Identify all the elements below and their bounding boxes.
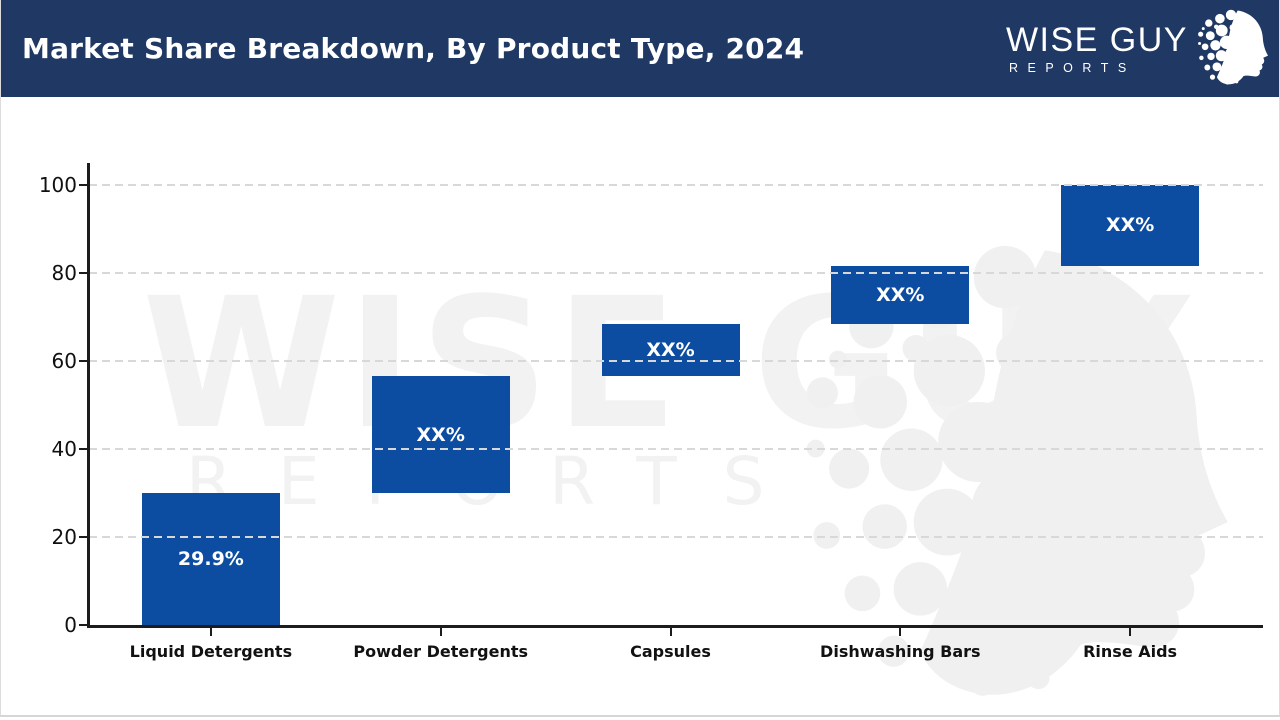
y-axis-line <box>87 163 90 627</box>
bar-powder-detergents <box>371 375 510 494</box>
y-tick-40 <box>79 448 88 450</box>
bar-liquid-detergents <box>141 493 280 625</box>
y-tick-label-0: 0 <box>64 613 77 637</box>
y-tick-60 <box>79 360 88 362</box>
header-bar: Market Share Breakdown, By Product Type,… <box>0 0 1280 97</box>
chart-area: WISE GUY REPORTS 02040608010029.9%Liquid… <box>0 97 1280 720</box>
x-axis-label-powder-detergents: Powder Detergents <box>353 642 529 661</box>
x-tick-capsules <box>669 627 672 636</box>
brand-logo: WISE GUY REPORTS <box>1006 0 1268 97</box>
gridline-80 <box>89 272 1263 274</box>
brand-head-icon <box>1198 9 1268 85</box>
x-axis-line <box>87 625 1263 628</box>
x-axis-label-liquid-detergents: Liquid Detergents <box>129 642 293 661</box>
bar-value-label-dishwashing-bars: XX% <box>876 284 925 306</box>
bar-value-label-liquid-detergents: 29.9% <box>177 548 244 571</box>
y-tick-100 <box>79 184 88 186</box>
bar-value-label-powder-detergents: XX% <box>416 423 465 446</box>
brand-logo-tagline: REPORTS <box>1008 60 1136 75</box>
y-tick-label-20: 20 <box>51 525 77 549</box>
y-tick-0 <box>79 624 88 626</box>
brand-logo-name: WISE GUY <box>1005 20 1188 59</box>
page-title: Market Share Breakdown, By Product Type,… <box>22 32 805 65</box>
gridline-60 <box>89 360 1263 362</box>
bar-rinse-aids <box>1061 185 1200 266</box>
y-tick-80 <box>79 272 88 274</box>
brand-logo-text: WISE GUY REPORTS <box>1006 23 1188 75</box>
bar-capsules <box>601 324 740 376</box>
x-tick-dishwashing-bars <box>899 627 902 636</box>
x-tick-liquid-detergents <box>209 627 212 636</box>
gridline-20 <box>89 536 1263 538</box>
y-tick-20 <box>79 536 88 538</box>
x-axis-label-capsules: Capsules <box>630 642 711 661</box>
bar-dishwashing-bars <box>831 265 970 325</box>
chart-plot: 0 20 40 60 80 100 29.9% Liquid Detergents XX% Pow… <box>0 97 1280 720</box>
x-tick-rinse-aids <box>1129 627 1132 636</box>
y-tick-label-100: 100 <box>38 173 77 197</box>
gridline-100 <box>89 184 1263 186</box>
bar-value-label-rinse-aids: XX% <box>1105 214 1155 237</box>
y-tick-label-40: 40 <box>51 437 77 461</box>
y-tick-label-60: 60 <box>51 349 77 373</box>
x-tick-powder-detergents <box>439 627 442 636</box>
gridline-40 <box>89 448 1263 450</box>
x-axis-label-rinse-aids: Rinse Aids <box>1083 642 1178 661</box>
y-tick-label-80: 80 <box>51 261 77 285</box>
x-axis-label-dishwashing-bars: Dishwashing Bars <box>820 642 981 661</box>
bar-value-label-capsules: XX% <box>646 339 695 361</box>
